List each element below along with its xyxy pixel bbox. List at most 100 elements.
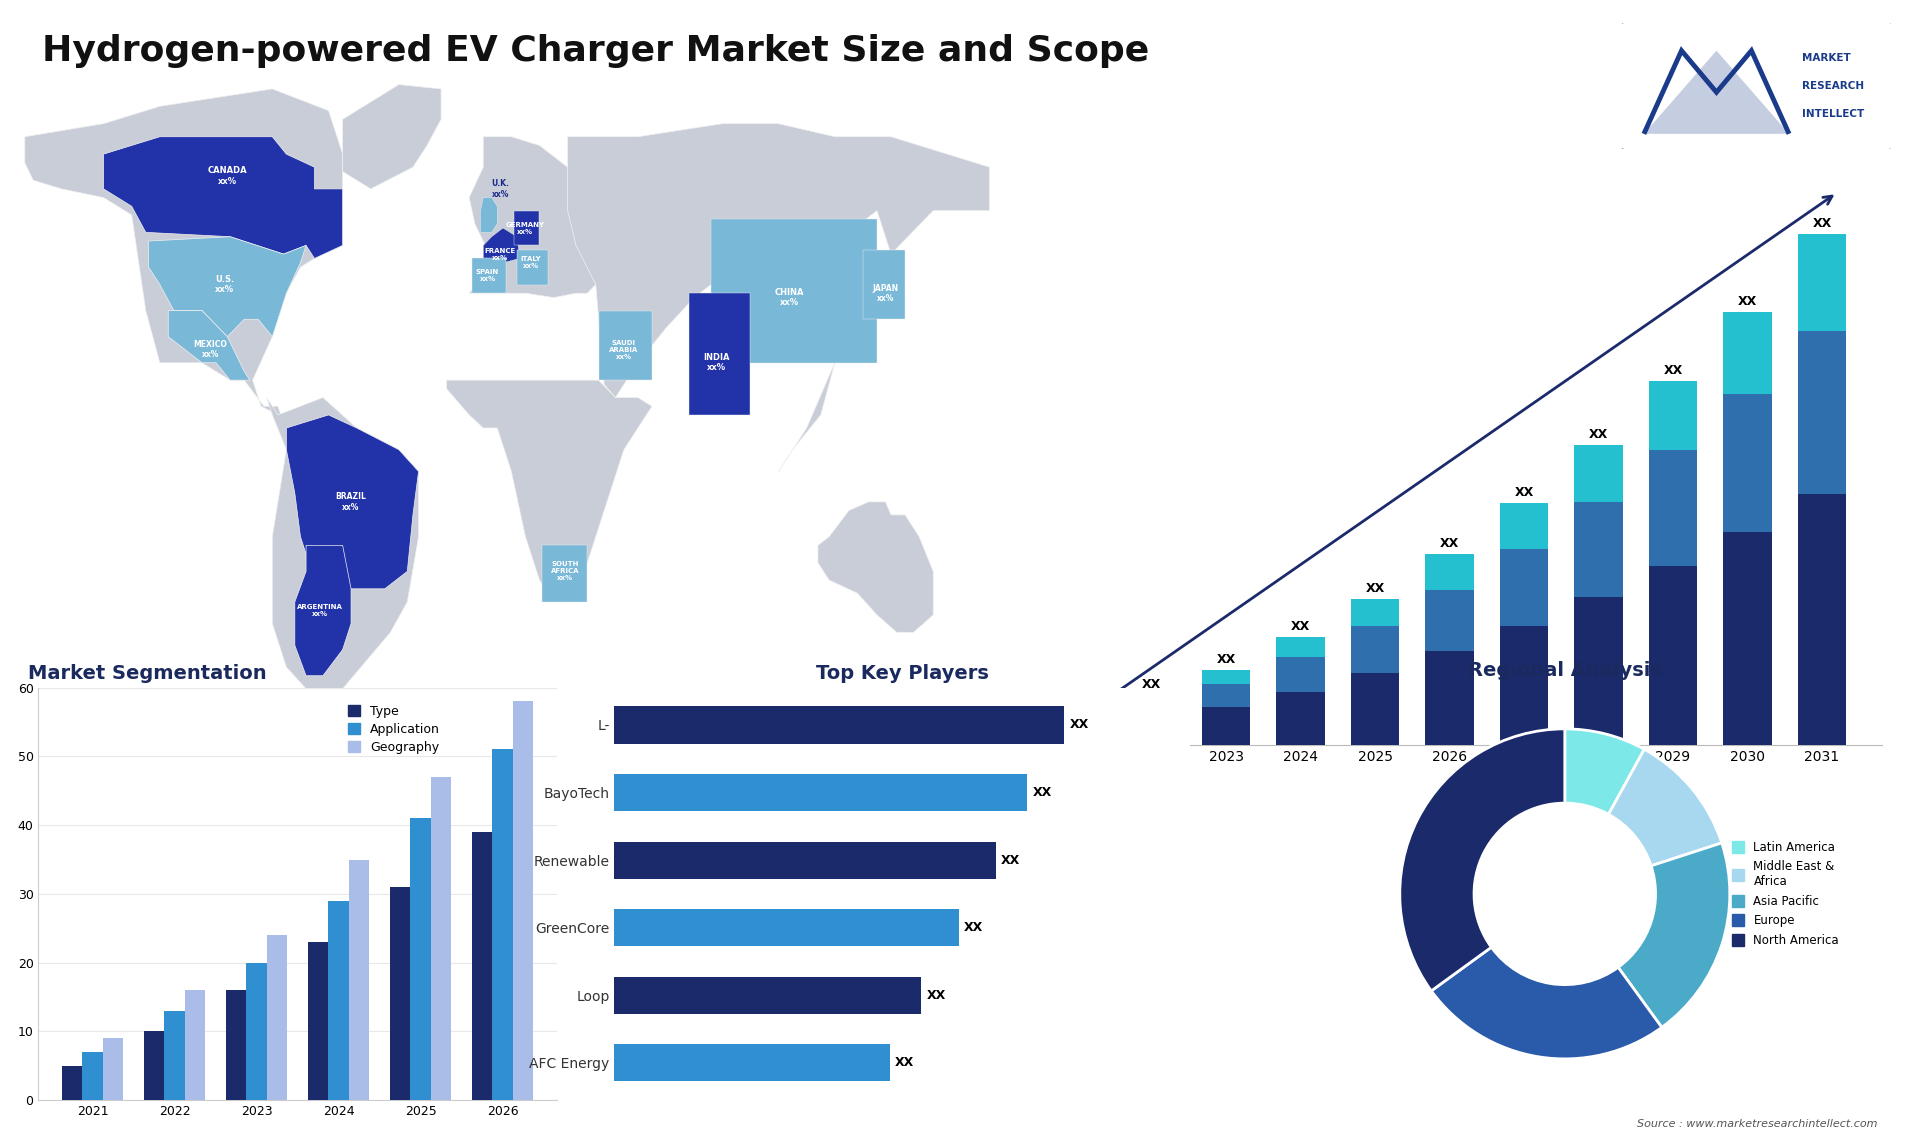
Text: XX: XX bbox=[1142, 677, 1162, 691]
Bar bbox=[513, 701, 534, 1100]
Polygon shape bbox=[267, 398, 419, 689]
Bar bbox=[1127, 704, 1175, 720]
Polygon shape bbox=[1644, 50, 1789, 134]
Bar bbox=[307, 942, 328, 1100]
Text: XX: XX bbox=[1812, 217, 1832, 229]
Bar bbox=[1724, 393, 1772, 532]
Bar bbox=[1649, 566, 1697, 745]
Text: MARKET: MARKET bbox=[1803, 53, 1851, 63]
Bar bbox=[83, 1052, 104, 1100]
Text: ARGENTINA
xx%: ARGENTINA xx% bbox=[298, 604, 344, 617]
Bar bbox=[1352, 599, 1400, 626]
Bar bbox=[411, 818, 430, 1100]
Text: INTELLECT: INTELLECT bbox=[1803, 109, 1864, 119]
Polygon shape bbox=[515, 211, 540, 245]
Bar bbox=[246, 963, 267, 1100]
Text: RESEARCH: RESEARCH bbox=[1803, 81, 1864, 91]
Text: XX: XX bbox=[1217, 653, 1236, 666]
Bar bbox=[1797, 494, 1847, 745]
Polygon shape bbox=[516, 250, 547, 284]
Text: U.K.
xx%: U.K. xx% bbox=[492, 179, 509, 198]
Bar bbox=[614, 976, 922, 1014]
Text: XX: XX bbox=[1590, 429, 1609, 441]
Text: Market Segmentation: Market Segmentation bbox=[29, 665, 267, 683]
Bar bbox=[1425, 651, 1475, 745]
Bar bbox=[1500, 549, 1548, 626]
Title: Regional Analysis: Regional Analysis bbox=[1469, 661, 1661, 681]
Bar bbox=[390, 887, 411, 1100]
Polygon shape bbox=[286, 415, 419, 589]
Wedge shape bbox=[1400, 729, 1565, 991]
Text: INDIA
xx%: INDIA xx% bbox=[703, 353, 730, 372]
Bar bbox=[1425, 590, 1475, 651]
Polygon shape bbox=[710, 219, 877, 363]
Text: XX: XX bbox=[1663, 364, 1682, 377]
Text: SPAIN
xx%: SPAIN xx% bbox=[476, 269, 499, 282]
Text: BRAZIL
xx%: BRAZIL xx% bbox=[336, 492, 367, 511]
Text: XX: XX bbox=[1000, 854, 1020, 866]
Polygon shape bbox=[342, 85, 442, 189]
Polygon shape bbox=[862, 250, 904, 320]
Text: XX: XX bbox=[1290, 620, 1309, 633]
Text: GERMANY
xx%: GERMANY xx% bbox=[507, 221, 545, 235]
Text: SAUDI
ARABIA
xx%: SAUDI ARABIA xx% bbox=[609, 339, 639, 360]
Text: XX: XX bbox=[1033, 786, 1052, 799]
Bar bbox=[1127, 720, 1175, 745]
Polygon shape bbox=[447, 380, 653, 602]
Text: FRANCE
xx%: FRANCE xx% bbox=[484, 248, 516, 260]
Polygon shape bbox=[169, 311, 250, 380]
Text: XX: XX bbox=[895, 1057, 914, 1069]
Text: CANADA
xx%: CANADA xx% bbox=[207, 166, 248, 186]
Bar bbox=[267, 935, 288, 1100]
Bar bbox=[1425, 554, 1475, 590]
Wedge shape bbox=[1609, 749, 1722, 866]
Bar bbox=[1277, 637, 1325, 657]
Polygon shape bbox=[484, 228, 520, 262]
Text: XX: XX bbox=[1440, 536, 1459, 550]
Bar bbox=[328, 901, 349, 1100]
Text: XX: XX bbox=[1515, 486, 1534, 500]
Bar bbox=[1500, 626, 1548, 745]
Text: JAPAN
xx%: JAPAN xx% bbox=[872, 283, 899, 303]
Text: U.S.
xx%: U.S. xx% bbox=[215, 275, 234, 295]
Bar bbox=[1277, 657, 1325, 691]
Bar bbox=[1649, 450, 1697, 566]
Polygon shape bbox=[25, 89, 342, 415]
FancyBboxPatch shape bbox=[1620, 22, 1893, 150]
Bar bbox=[614, 706, 1064, 744]
Bar bbox=[1352, 673, 1400, 745]
Legend: Type, Application, Geography: Type, Application, Geography bbox=[346, 702, 444, 756]
Wedge shape bbox=[1430, 948, 1663, 1059]
Bar bbox=[1202, 684, 1250, 707]
Bar bbox=[1797, 331, 1847, 494]
Bar bbox=[1649, 380, 1697, 450]
Bar bbox=[472, 832, 492, 1100]
Text: SOUTH
AFRICA
xx%: SOUTH AFRICA xx% bbox=[551, 562, 580, 581]
Bar bbox=[1052, 720, 1102, 729]
Bar bbox=[61, 1066, 83, 1100]
Bar bbox=[614, 1044, 889, 1082]
Bar bbox=[614, 909, 958, 947]
Polygon shape bbox=[818, 502, 933, 633]
Bar bbox=[1574, 446, 1622, 502]
Bar bbox=[1500, 503, 1548, 549]
Bar bbox=[1202, 707, 1250, 745]
Bar bbox=[165, 1011, 184, 1100]
Bar bbox=[614, 774, 1027, 811]
Polygon shape bbox=[568, 124, 989, 471]
Text: CHINA
xx%: CHINA xx% bbox=[776, 288, 804, 307]
Bar bbox=[184, 990, 205, 1100]
Bar bbox=[1277, 691, 1325, 745]
Bar bbox=[227, 990, 246, 1100]
Bar bbox=[1127, 694, 1175, 704]
Polygon shape bbox=[599, 311, 653, 380]
Polygon shape bbox=[541, 545, 588, 602]
Wedge shape bbox=[1619, 843, 1730, 1027]
Polygon shape bbox=[468, 136, 595, 298]
Bar bbox=[1202, 669, 1250, 684]
Title: Top Key Players: Top Key Players bbox=[816, 665, 989, 683]
Bar bbox=[1797, 234, 1847, 331]
Bar bbox=[430, 777, 451, 1100]
Bar bbox=[492, 749, 513, 1100]
Bar bbox=[1724, 532, 1772, 745]
